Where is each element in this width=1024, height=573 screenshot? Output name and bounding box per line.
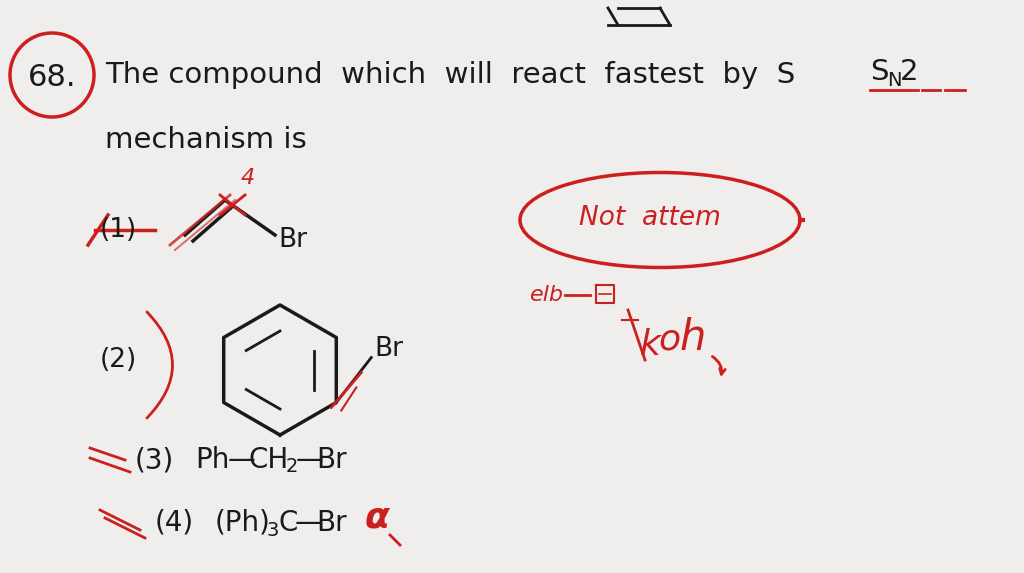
Text: Br: Br	[278, 227, 307, 253]
Text: α: α	[365, 501, 390, 535]
Text: 2: 2	[900, 58, 919, 86]
Text: S: S	[870, 58, 889, 86]
Text: mechanism is: mechanism is	[105, 126, 307, 154]
Text: k: k	[640, 328, 660, 362]
Text: Not  attem: Not attem	[579, 205, 721, 231]
Text: CH: CH	[248, 446, 288, 474]
Text: Br: Br	[375, 336, 403, 363]
Text: Br: Br	[316, 509, 347, 537]
Text: (2): (2)	[100, 347, 137, 373]
Text: 68.: 68.	[28, 64, 76, 92]
Text: (4): (4)	[155, 509, 195, 537]
Text: —: —	[296, 446, 324, 474]
Text: Br: Br	[316, 446, 347, 474]
Text: N: N	[887, 70, 901, 89]
Text: 3: 3	[266, 520, 279, 540]
Text: o: o	[658, 323, 680, 357]
Text: —: —	[295, 509, 323, 537]
Text: Ph: Ph	[195, 446, 229, 474]
Text: The compound  which  will  react  fastest  by  S: The compound which will react fastest by…	[105, 61, 796, 89]
Text: 4: 4	[241, 168, 255, 188]
Text: 2: 2	[286, 457, 298, 477]
Text: (3): (3)	[135, 446, 174, 474]
Text: h: h	[680, 317, 707, 359]
Text: —: —	[228, 446, 256, 474]
Text: elb: elb	[530, 285, 564, 305]
Text: (1): (1)	[100, 217, 137, 243]
Text: (Ph): (Ph)	[215, 509, 271, 537]
Text: C: C	[278, 509, 297, 537]
